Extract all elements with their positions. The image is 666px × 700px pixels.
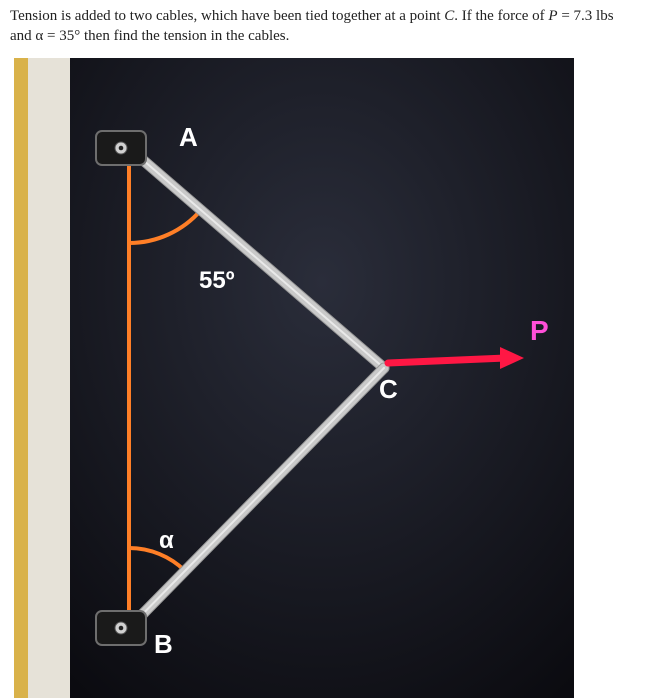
statics-diagram: A B C 55º α P (14, 58, 574, 698)
anchor-B-bolt-hole (119, 626, 124, 631)
label-B: B (154, 629, 173, 659)
force-P-shaft (388, 358, 506, 363)
text: and (10, 28, 35, 44)
text: = (43, 28, 59, 44)
text: then find the tension in the cables. (80, 28, 289, 44)
frame-edge (14, 58, 28, 698)
label-angle-alpha: α (159, 527, 174, 554)
label-angle-55: 55º (199, 267, 235, 294)
anchor-A-bolt-hole (119, 146, 124, 151)
val-P: 7.3 lbs (574, 8, 614, 24)
wall-strip (28, 58, 70, 698)
text: . If the force of (454, 8, 548, 24)
problem-statement: Tension is added to two cables, which ha… (0, 0, 666, 54)
text: Tension is added to two cables, which ha… (10, 8, 444, 24)
var-P: P (548, 8, 557, 24)
var-C: C (444, 8, 454, 24)
val-alpha: 35° (59, 28, 80, 44)
figure: A B C 55º α P (14, 58, 574, 698)
text: = (558, 8, 574, 24)
label-P: P (530, 315, 549, 346)
label-C: C (379, 374, 398, 404)
label-A: A (179, 122, 198, 152)
